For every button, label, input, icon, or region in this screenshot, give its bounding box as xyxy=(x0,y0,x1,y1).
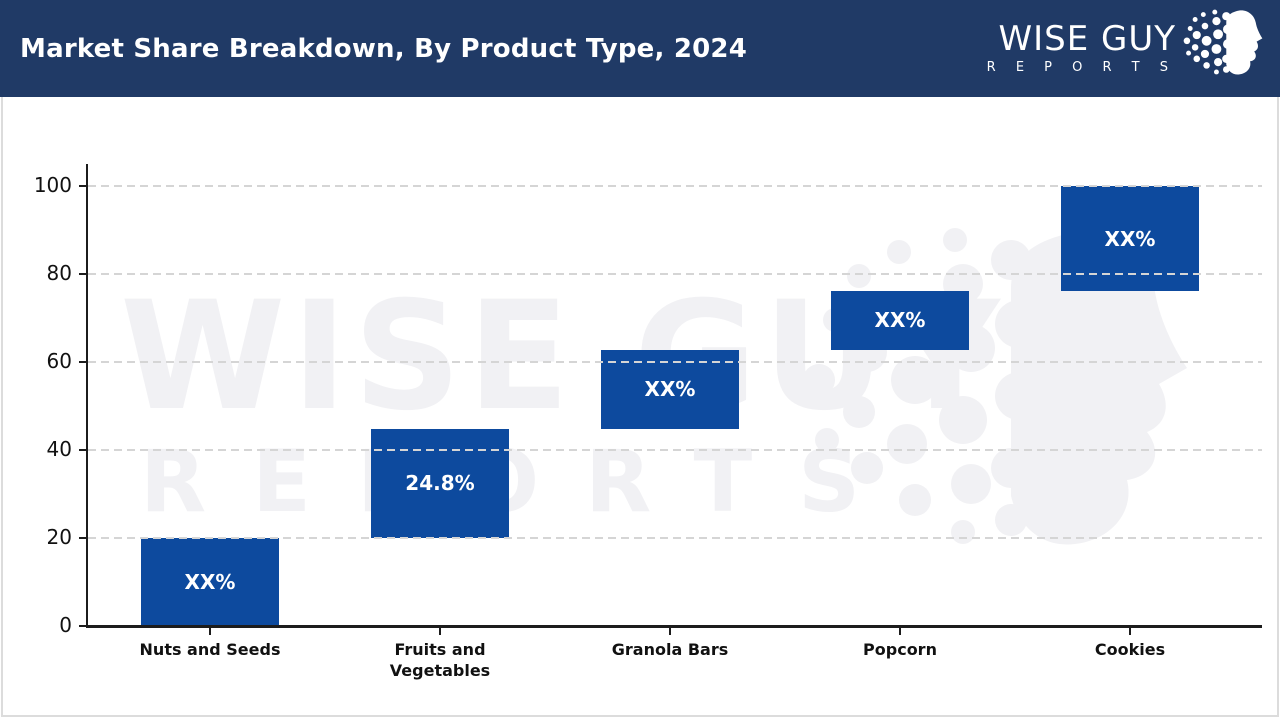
y-axis-tick xyxy=(79,273,86,275)
bar-segment: XX% xyxy=(831,291,969,350)
y-axis-tick-label: 0 xyxy=(59,613,72,637)
y-axis-tick xyxy=(79,449,86,451)
x-axis-category-label: Granola Bars xyxy=(611,640,729,659)
y-axis-tick-label: 40 xyxy=(46,437,72,461)
header: Market Share Breakdown, By Product Type,… xyxy=(0,0,1280,97)
gridline xyxy=(88,185,1262,187)
gridline xyxy=(88,537,1262,539)
x-axis-category-label: Cookies xyxy=(1094,640,1166,659)
bar-value-label: XX% xyxy=(874,308,926,333)
bar-segment: XX% xyxy=(1061,186,1199,292)
y-axis-tick xyxy=(79,185,86,187)
bar-value-label: XX% xyxy=(1104,226,1156,251)
logo-subtitle: R E P O R T S xyxy=(986,59,1176,75)
gridline xyxy=(88,273,1262,275)
x-axis-tick xyxy=(899,628,901,635)
y-axis-line xyxy=(86,164,88,628)
y-axis-tick-label: 100 xyxy=(33,173,72,197)
y-axis-tick-label: 20 xyxy=(46,525,72,549)
x-axis-line xyxy=(87,625,1262,628)
y-axis-tick xyxy=(79,625,86,627)
bar-value-label: 24.8% xyxy=(405,471,475,496)
x-axis-category-label: Nuts and Seeds xyxy=(139,640,281,659)
y-axis-tick xyxy=(79,361,86,363)
wise-guy-reports-logo: WISE GUY R E P O R T S xyxy=(987,8,1280,90)
bar-value-label: XX% xyxy=(644,377,696,402)
x-axis-tick xyxy=(1129,628,1131,635)
page-title: Market Share Breakdown, By Product Type,… xyxy=(20,33,747,64)
bar-value-label: XX% xyxy=(184,570,236,594)
x-axis-category-label: Fruits and Vegetables xyxy=(389,640,491,680)
x-axis-tick xyxy=(669,628,671,635)
x-axis-tick xyxy=(209,628,211,635)
x-axis-tick xyxy=(439,628,441,635)
y-axis-tick-label: 80 xyxy=(46,261,72,285)
logo-wordmark: WISE GUY xyxy=(998,19,1176,60)
gridline xyxy=(88,361,1262,363)
dotted-face-logo-icon xyxy=(1183,9,1263,75)
bar-segment: XX% xyxy=(141,538,279,626)
gridline xyxy=(88,449,1262,451)
y-axis-tick xyxy=(79,537,86,539)
logo-text: WISE GUY R E P O R T S xyxy=(986,19,1176,75)
bar-segment: 24.8% xyxy=(371,428,509,538)
y-axis-tick-label: 60 xyxy=(46,349,72,373)
x-axis-category-label: Popcorn xyxy=(863,640,937,659)
